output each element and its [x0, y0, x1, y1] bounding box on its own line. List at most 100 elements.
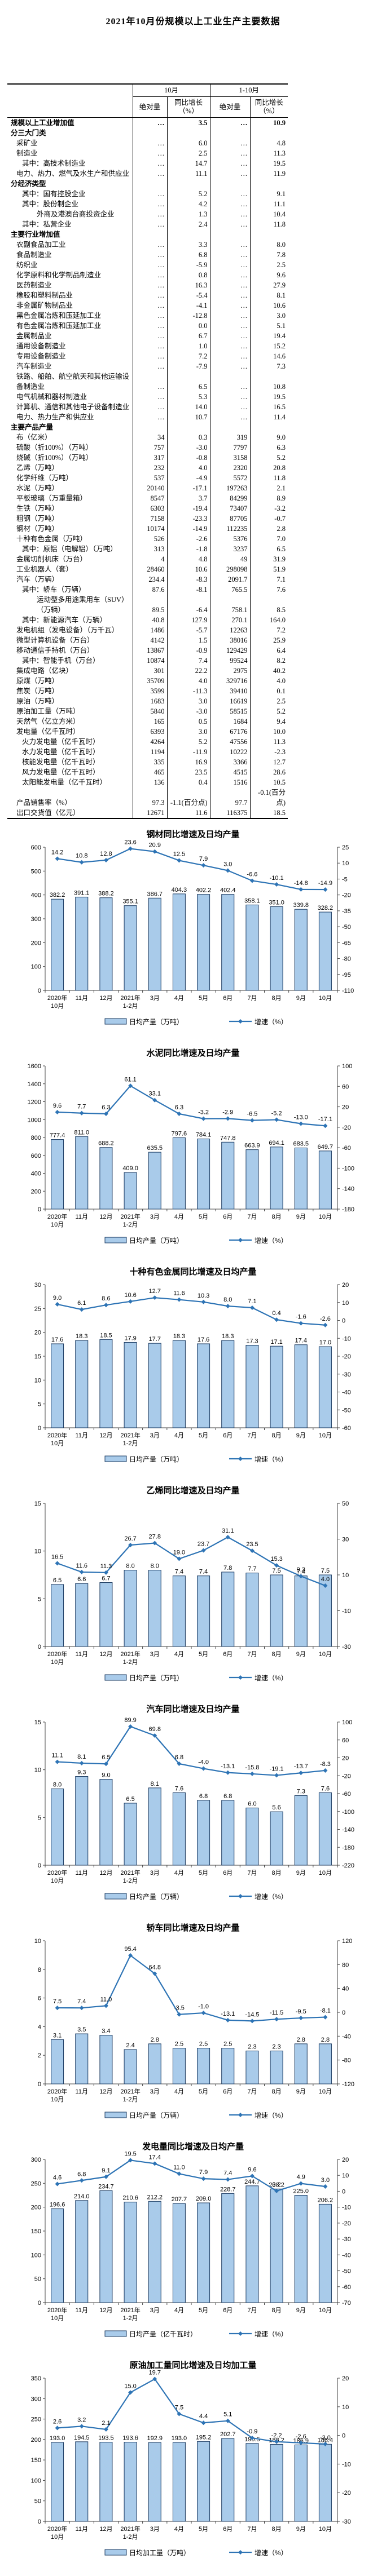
x-category-label: 2021年 [120, 994, 140, 1002]
right-axis-label: -95 [342, 972, 351, 979]
bar [99, 1582, 113, 1647]
left-axis-label: 300 [31, 2157, 41, 2163]
row-value-2: 5376 [209, 534, 250, 544]
line-marker [79, 2178, 84, 2183]
line-marker [152, 1295, 157, 1300]
x-category-label: 10月 [319, 995, 332, 1002]
header-sub-3: 同比增长 （%） [249, 96, 288, 118]
bar-value-label: 17.9 [124, 1335, 136, 1342]
row-value-2: 5572 [209, 473, 250, 483]
row-label: 铁路、船舶、航空航天和其他运输设备制造业 [16, 373, 130, 391]
line-value-label: -2.2 [271, 2432, 282, 2439]
row-label: 汽车制造业 [16, 362, 52, 370]
line-marker [79, 2006, 84, 2011]
line-marker [177, 858, 182, 863]
bar [172, 1137, 186, 1210]
row-value-3 [249, 179, 288, 189]
right-axis-label: 20 [342, 1282, 349, 1289]
table-row: 化学原料和化学制品制造业… 0.8… 9.6 [7, 270, 288, 280]
row-value-2: 116375 [209, 808, 250, 818]
bar [197, 894, 210, 991]
right-axis-label: -60 [342, 1791, 351, 1798]
x-category-label: 1-2月 [123, 2096, 138, 2103]
x-category-label: 6月 [223, 2088, 233, 2095]
right-axis-label: -40 [342, 1389, 351, 1396]
bar-value-label: 382.2 [50, 892, 65, 898]
row-value-2: 67176 [209, 727, 250, 737]
bar [99, 2190, 113, 2303]
row-value-3: 11.4 [249, 412, 288, 422]
row-value-1: 0.3 [166, 432, 210, 442]
bar [270, 1345, 283, 1428]
bar-value-label: 238.2 [269, 2181, 284, 2188]
bar [148, 897, 161, 991]
left-axis-label: 200 [31, 940, 41, 946]
line-value-label: 2.6 [53, 2418, 62, 2425]
line-value-label: 64.8 [149, 1964, 161, 1971]
row-value-2: … [209, 280, 250, 290]
table-row: 原煤（万吨） 35709 4.0 329716 4.0 [7, 676, 288, 686]
row-value-1: 7.4 [166, 656, 210, 666]
x-category-label: 5月 [199, 1870, 208, 1876]
row-value-3: -0.1(百分点) [249, 787, 288, 808]
right-axis-label: -60 [342, 2284, 351, 2291]
x-category-label: 7月 [247, 2307, 257, 2314]
line-marker [55, 1759, 60, 1764]
left-axis-label: 800 [31, 1135, 41, 1141]
table-row: 汽车制造业… -7.9… 7.3 [7, 361, 288, 371]
bar-value-label: 6.5 [53, 1577, 62, 1584]
bar-value-label: 388.2 [98, 891, 114, 897]
table-row: 电力、热力、燃气及水生产和供应业… 11.1… 11.9 [7, 169, 288, 179]
x-category-label: 1-2月 [123, 1878, 138, 1884]
chart-title: 原油加工量同比增速及日均加工量 [129, 2360, 256, 2370]
line-value-label: 11.3 [100, 1563, 112, 1570]
table-row: 硫酸（折100%）（万吨） 757 -3.0 7797 6.3 [7, 442, 288, 453]
row-value-3: 7.2 [249, 625, 288, 635]
bar-value-label: 2.8 [151, 2037, 159, 2043]
table-row: 其中：私营企业… 2.4… 11.8 [7, 219, 288, 229]
row-value-0: 4264 [132, 737, 167, 747]
bar [51, 898, 64, 991]
bar [294, 1795, 308, 1866]
x-category-label: 2020年 [47, 1869, 67, 1876]
x-category-label: 2020年 [47, 1212, 67, 1220]
row-value-2: … [209, 169, 250, 179]
left-axis-label: 500 [31, 868, 41, 875]
row-value-0: 7158 [132, 514, 167, 524]
left-axis-label: 200 [31, 1188, 41, 1195]
line-marker [55, 1561, 60, 1566]
right-axis-label: -80 [342, 956, 351, 963]
chart-title: 乙烯同比增速及日均产量 [146, 1485, 239, 1495]
line-marker [128, 1083, 133, 1088]
line-marker [79, 1307, 84, 1312]
x-category-label: 7月 [247, 1651, 257, 1658]
row-value-2: 2091.7 [209, 574, 250, 585]
right-axis-label: -30 [342, 1644, 351, 1650]
x-category-label: 10月 [51, 1221, 64, 1228]
row-value-3: 11.8 [249, 473, 288, 483]
x-category-label: 7月 [247, 2088, 257, 2095]
growth-line [57, 1297, 326, 1326]
row-value-2: … [209, 371, 250, 392]
x-category-label: 4月 [174, 2307, 184, 2314]
table-row: 布（亿米） 34 0.3 319 9.0 [7, 432, 288, 442]
bar [294, 909, 308, 991]
bar [124, 1172, 137, 1210]
bar [197, 1343, 210, 1428]
x-category-label: 3月 [150, 995, 160, 1002]
table-row: 食品制造业… 6.8… 7.8 [7, 250, 288, 260]
bar-value-label: 811.0 [74, 1129, 89, 1136]
row-value-3: 8.5 [249, 595, 288, 615]
line-value-label: -6.5 [247, 1111, 257, 1118]
bar [318, 2444, 332, 2522]
bar-value-label: 7.7 [248, 1566, 256, 1573]
growth-line [57, 848, 326, 891]
growth-line [57, 2159, 326, 2192]
right-axis-label: -70 [342, 2300, 351, 2307]
table-row: 发电机组（发电设备）（万千瓦） 1486 -5.7 12263 7.2 [7, 625, 288, 635]
row-value-2: 3237 [209, 544, 250, 554]
line-value-label: 10.8 [76, 853, 87, 860]
line-marker [225, 1770, 230, 1775]
line-value-label: -13.0 [294, 1114, 308, 1121]
bar-value-label: 3.5 [77, 2026, 86, 2033]
